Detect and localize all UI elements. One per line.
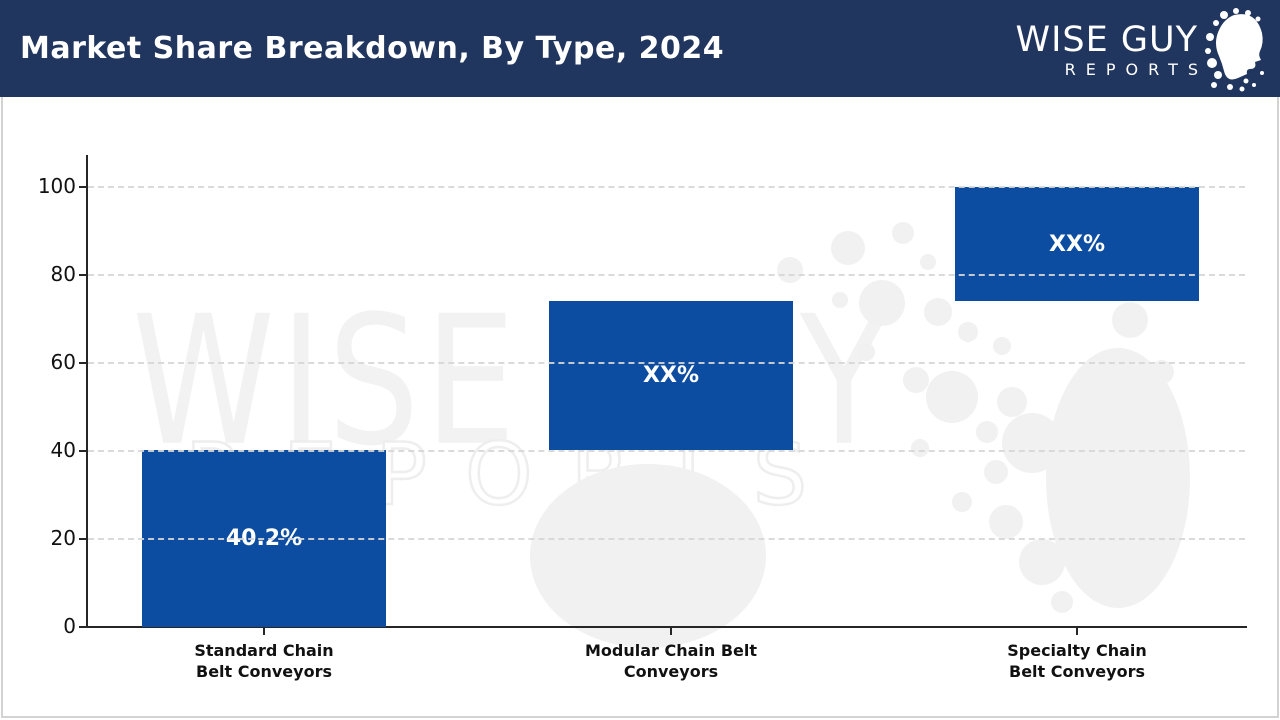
- x-tick-mark: [1076, 628, 1078, 635]
- y-tick-label: 60: [50, 350, 76, 374]
- y-tick-mark: [79, 274, 86, 276]
- y-tick-label: 0: [63, 614, 76, 638]
- y-tick-mark: [79, 538, 86, 540]
- y-tick-mark: [79, 450, 86, 452]
- x-tick-mark: [670, 628, 672, 635]
- logo-wiseguy-text: WISE GUY: [1015, 20, 1198, 60]
- y-axis-line: [86, 155, 88, 628]
- header-bar: Market Share Breakdown, By Type, 2024 WI…: [0, 0, 1280, 97]
- x-tick-mark: [263, 628, 265, 635]
- x-category-label: Standard Chain Belt Conveyors: [194, 641, 334, 681]
- gridline: [88, 450, 1245, 452]
- bar-specialty-chain: XX%: [955, 187, 1199, 302]
- y-tick-label: 100: [37, 174, 76, 198]
- y-tick-label: 80: [50, 262, 76, 286]
- y-tick-mark: [79, 186, 86, 188]
- x-category-label: Modular Chain Belt Conveyors: [584, 641, 758, 681]
- gridline: [88, 274, 1245, 276]
- y-tick-mark: [79, 626, 86, 628]
- gridline: [88, 186, 1245, 188]
- bar-value-label: XX%: [1049, 231, 1105, 257]
- wise-guy-reports-logo: WISE GUY REPORTS: [1015, 6, 1268, 94]
- logo-reports-text: REPORTS: [1064, 60, 1208, 79]
- logo-text: WISE GUY REPORTS: [1015, 21, 1198, 79]
- bar-modular-chain: XX%: [549, 301, 793, 451]
- y-tick-label: 40: [50, 438, 76, 462]
- gridline: [88, 362, 1245, 364]
- bar-value-label: XX%: [643, 363, 699, 389]
- logo-head-icon: [1205, 8, 1264, 92]
- y-tick-mark: [79, 362, 86, 364]
- gridline: [88, 538, 1245, 540]
- page-title: Market Share Breakdown, By Type, 2024: [20, 31, 725, 66]
- y-tick-label: 20: [50, 526, 76, 550]
- x-category-label: Specialty Chain Belt Conveyors: [1007, 641, 1147, 681]
